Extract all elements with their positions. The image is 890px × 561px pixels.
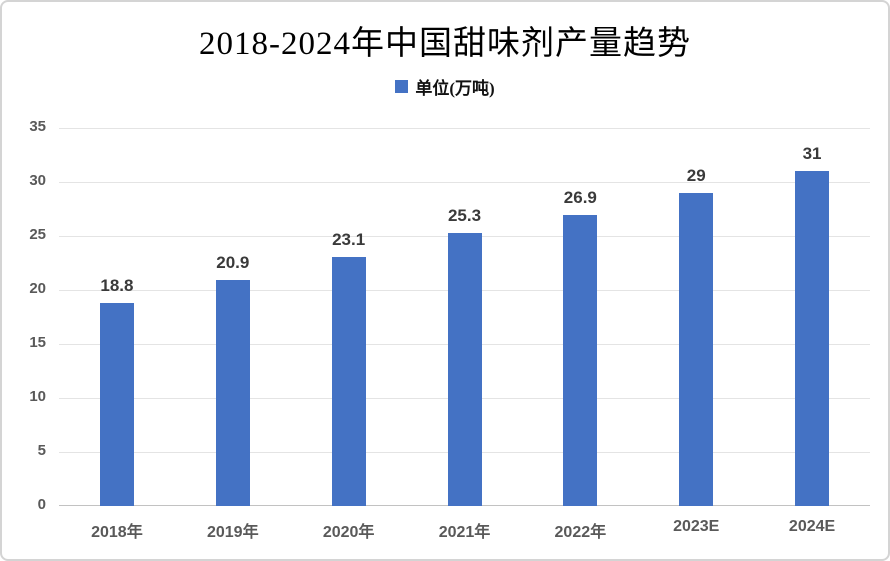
bar — [795, 171, 830, 506]
bar-value-label: 18.8 — [100, 275, 134, 295]
bar-value-label: 20.9 — [216, 253, 250, 273]
bar — [215, 280, 250, 506]
plot-area: 18.8 20.9 23.1 25.3 26.9 29 31 — [59, 128, 870, 506]
bar-value-label: 23.1 — [332, 229, 366, 249]
bar — [99, 302, 134, 506]
bar-value-label: 25.3 — [447, 205, 482, 225]
bar — [679, 192, 714, 506]
gridline — [59, 182, 870, 183]
bar-value-label: 29 — [686, 165, 706, 185]
y-tick-label: 20 — [29, 280, 46, 297]
bar — [331, 256, 366, 506]
bar — [447, 232, 482, 506]
y-tick-label: 30 — [29, 172, 46, 189]
y-tick-label: 25 — [29, 226, 46, 243]
x-tick-label: 2021年 — [438, 524, 491, 541]
legend-label: 单位(万吨) — [415, 79, 495, 98]
y-tick-label: 35 — [29, 118, 46, 135]
x-tick-label: 2022年 — [554, 524, 607, 541]
y-tick-label: 10 — [29, 388, 46, 405]
y-tick-label: 0 — [37, 496, 46, 513]
gridline — [59, 128, 870, 129]
x-tick-label: 2023E — [673, 518, 720, 535]
x-tick-label: 2020年 — [322, 524, 375, 541]
x-tick-label: 2024E — [788, 518, 836, 535]
x-tick-label: 2018年 — [91, 524, 143, 541]
legend-swatch-icon — [395, 80, 409, 93]
y-axis-labels: 0 5 10 15 20 25 30 35 — [2, 118, 50, 513]
x-tick-label: 2019年 — [206, 524, 259, 541]
chart-title: 2018-2024年中国甜味剂产量趋势 — [199, 26, 691, 62]
legend: 单位(万吨) — [2, 74, 888, 99]
y-tick-label: 5 — [37, 442, 46, 459]
y-tick-label: 15 — [29, 334, 46, 351]
x-axis-labels: 2018年 2019年 2020年 2021年 2022年 2023E 2024E — [59, 518, 870, 544]
bar-value-label: 31 — [802, 144, 822, 164]
bar-value-label: 26.9 — [563, 188, 597, 208]
bar — [563, 215, 598, 506]
